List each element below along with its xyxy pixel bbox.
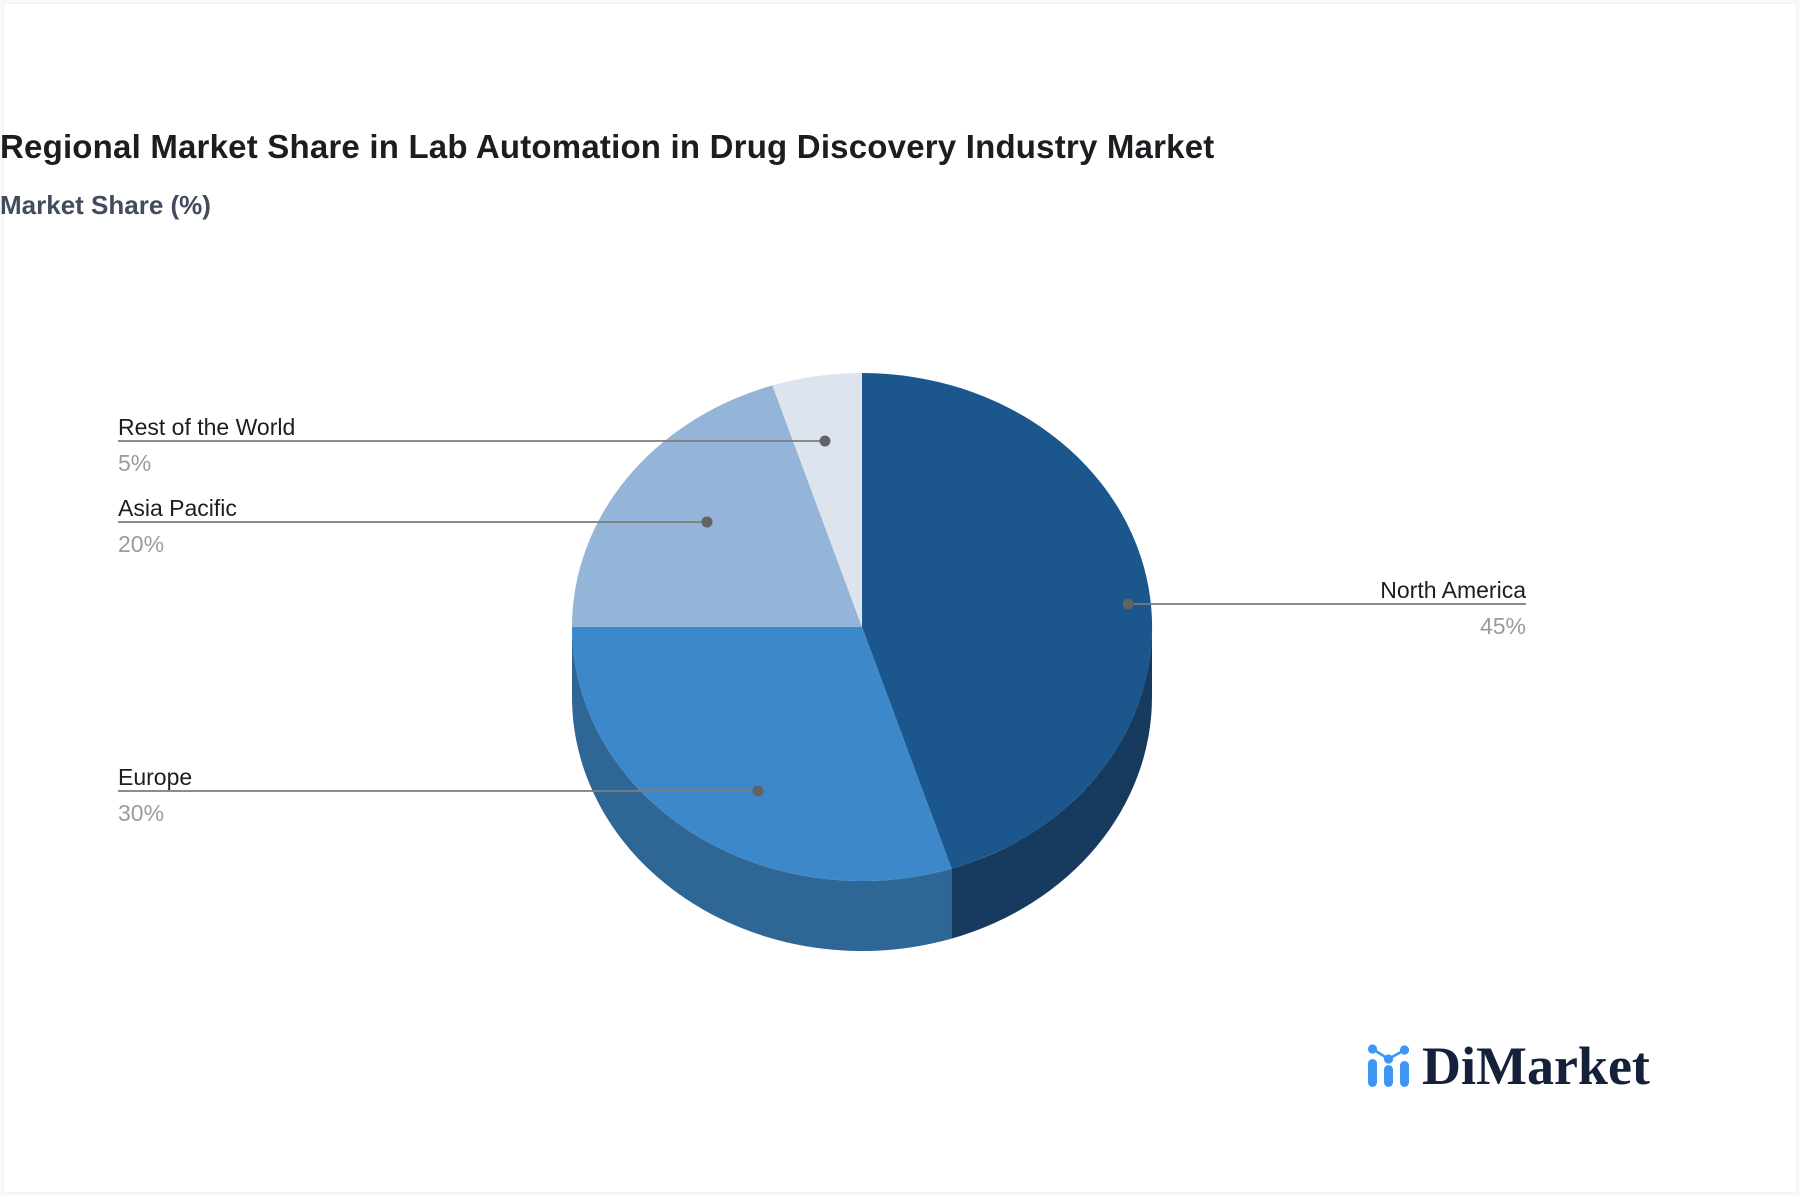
pie-slice-asia-pacific[interactable] [572,385,862,627]
slice-label-name: North America [1380,577,1526,603]
slice-label-value: 30% [118,800,165,826]
leader-dot-asia-pacific [701,516,713,528]
leader-dot-north-america [1122,598,1134,610]
pie-slice-north-america[interactable] [862,372,1153,869]
slice-label-name: Asia Pacific [118,495,237,521]
brand-name: DiMarket [1422,1036,1650,1096]
slice-label-name: Rest of the World [118,414,296,440]
pie-slice-europe[interactable] [571,627,952,882]
chart-title: Regional Market Share in Lab Automation … [0,128,1215,165]
pie-side-europe [571,627,952,952]
bar-chart-trend-icon [1367,1044,1410,1087]
slice-label-name: Europe [118,764,193,790]
brand-logo: DiMarket [1366,1036,1650,1096]
slice-label-value: 45% [1479,613,1526,639]
slice-label-value: 20% [118,531,165,557]
pie-slice-rest-of-the-world[interactable] [772,372,862,627]
pie-side-north-america [951,627,1152,939]
slice-label-value: 5% [118,450,152,476]
leader-dot-rest-of-the-world [819,435,831,447]
leader-dot-europe [752,785,764,797]
chart-subtitle: Market Share (%) [0,190,211,220]
